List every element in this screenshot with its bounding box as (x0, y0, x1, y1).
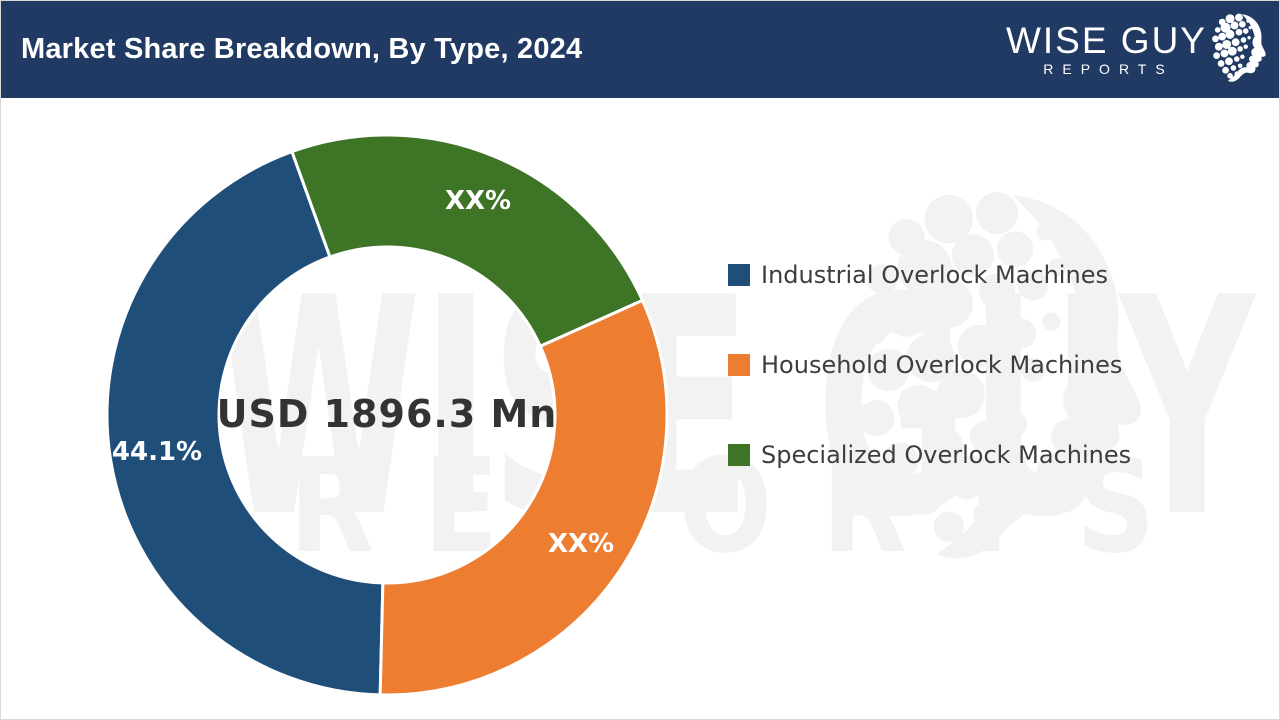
chart-center-value: USD 1896.3 Mn (216, 392, 558, 436)
wiseguy-logo: WISE GUY REPORTS (1006, 13, 1267, 86)
header: Market Share Breakdown, By Type, 2024 WI… (1, 1, 1279, 98)
legend-item-industrial: Industrial Overlock Machines (728, 260, 1131, 290)
slice-label-household: XX% (547, 529, 615, 559)
page-title: Market Share Breakdown, By Type, 2024 (21, 33, 583, 65)
slice-label-industrial: 44.1% (111, 437, 203, 468)
legend-item-household: Household Overlock Machines (728, 350, 1131, 380)
legend-item-specialized: Specialized Overlock Machines (728, 440, 1131, 470)
logo-subtitle: REPORTS (1043, 61, 1174, 77)
donut-slice-household (378, 298, 669, 697)
legend: Industrial Overlock Machines Household O… (728, 260, 1131, 530)
legend-swatch-specialized (728, 444, 750, 466)
logo-face-icon (1211, 13, 1267, 86)
logo-text: WISE GUY REPORTS (1005, 20, 1207, 78)
legend-label: Specialized Overlock Machines (761, 441, 1132, 469)
legend-swatch-industrial (728, 264, 750, 286)
legend-label: Household Overlock Machines (761, 351, 1123, 379)
slice-label-specialized: XX% (444, 185, 512, 216)
logo-wordmark: WISE GUY (1005, 20, 1207, 61)
legend-label: Industrial Overlock Machines (761, 261, 1108, 289)
donut-slice-industrial (105, 150, 385, 697)
donut-slice-specialized (290, 133, 644, 348)
legend-swatch-household (728, 354, 750, 376)
